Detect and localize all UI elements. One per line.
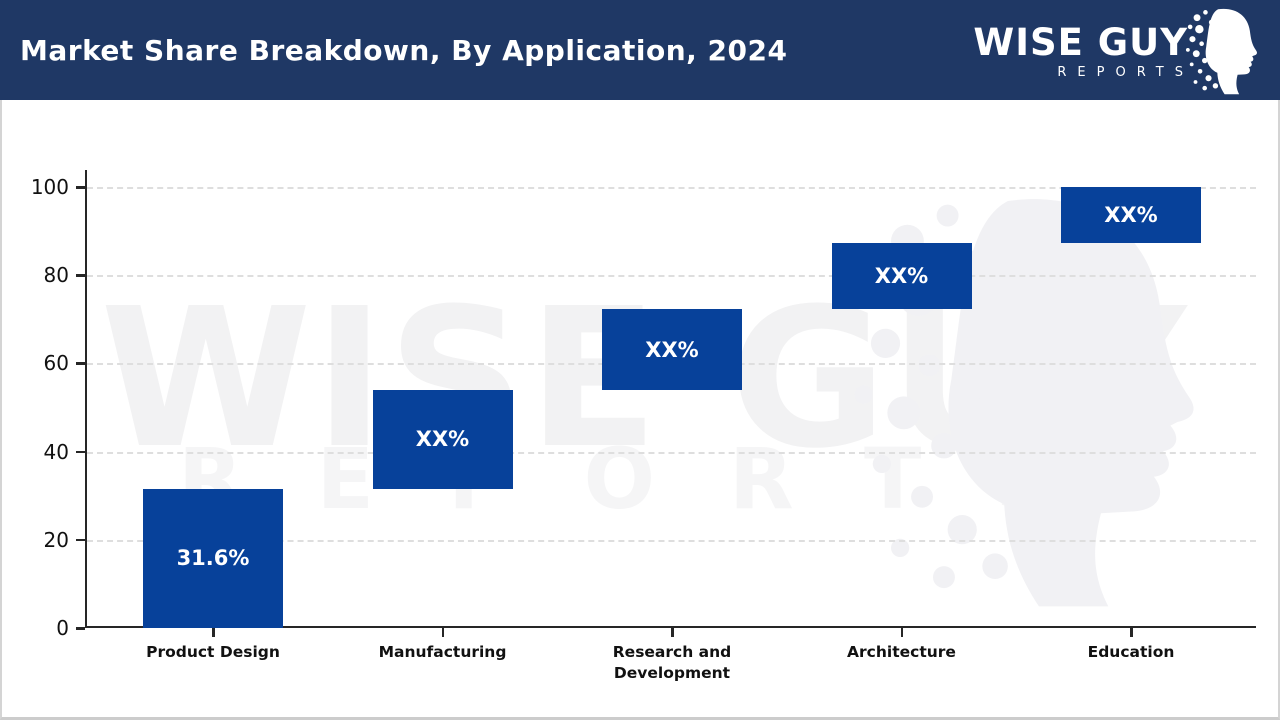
y-tick-label: 20	[43, 527, 69, 552]
x-category-label: Manufacturing	[378, 643, 507, 661]
logo-subtitle: REPORTS	[1057, 64, 1194, 80]
gridline	[87, 187, 1256, 189]
y-tick-mark	[76, 362, 85, 365]
chart-plot-area: 0 20 40 60 80 100 31.6% Product Design XX% Manufa…	[31, 170, 1256, 682]
logo-wordmark: WISE GUY	[973, 20, 1188, 64]
x-category-label: Architecture	[847, 643, 956, 661]
x-category-label: Education	[1087, 643, 1175, 661]
y-tick-mark	[76, 274, 85, 277]
bar-segment: XX%	[831, 243, 972, 310]
page-title: Market Share Breakdown, By Application, …	[20, 33, 788, 67]
y-tick-mark	[76, 186, 85, 189]
y-tick-label: 80	[43, 263, 69, 288]
watermark-head-profile-icon	[854, 199, 1194, 607]
logo-text: WISE GUY REPORTS	[973, 20, 1188, 80]
bar-segment: 31.6%	[143, 488, 283, 628]
x-category-label: Research and Development	[612, 643, 732, 682]
y-tick-mark	[76, 450, 85, 454]
bar-value-label: XX%	[874, 264, 929, 289]
y-tick-label: 60	[43, 351, 69, 376]
y-tick-label: 0	[56, 616, 69, 640]
bar-value-label: 31.6%	[176, 546, 250, 571]
logo-head-profile-icon	[1185, 8, 1257, 95]
x-tick-mark	[900, 628, 903, 637]
gridline	[87, 539, 1256, 542]
gridline	[87, 275, 1256, 278]
x-tick-mark	[441, 628, 444, 637]
y-tick-mark	[76, 627, 85, 630]
bar-value-label: XX%	[645, 337, 699, 362]
x-tick-mark	[671, 628, 674, 637]
wise-guy-logo: WISE GUY REPORTS	[973, 6, 1266, 96]
bar-segment: XX%	[602, 309, 742, 391]
y-tick-label: 40	[43, 439, 69, 464]
bar-value-label: XX%	[1104, 203, 1158, 227]
x-tick-mark	[1130, 628, 1133, 637]
bar-segment: XX%	[372, 390, 513, 489]
y-tick-label: 100	[30, 175, 69, 199]
y-tick-mark	[76, 538, 85, 542]
bar-value-label: XX%	[415, 427, 470, 452]
gridline	[87, 451, 1256, 454]
header-bar: Market Share Breakdown, By Application, …	[0, 0, 1280, 100]
bar-segment: XX%	[1061, 187, 1201, 243]
watermark-subtitle: REPORTS	[178, 430, 1130, 528]
x-category-label: Product Design	[146, 643, 280, 661]
x-tick-mark	[212, 628, 215, 637]
